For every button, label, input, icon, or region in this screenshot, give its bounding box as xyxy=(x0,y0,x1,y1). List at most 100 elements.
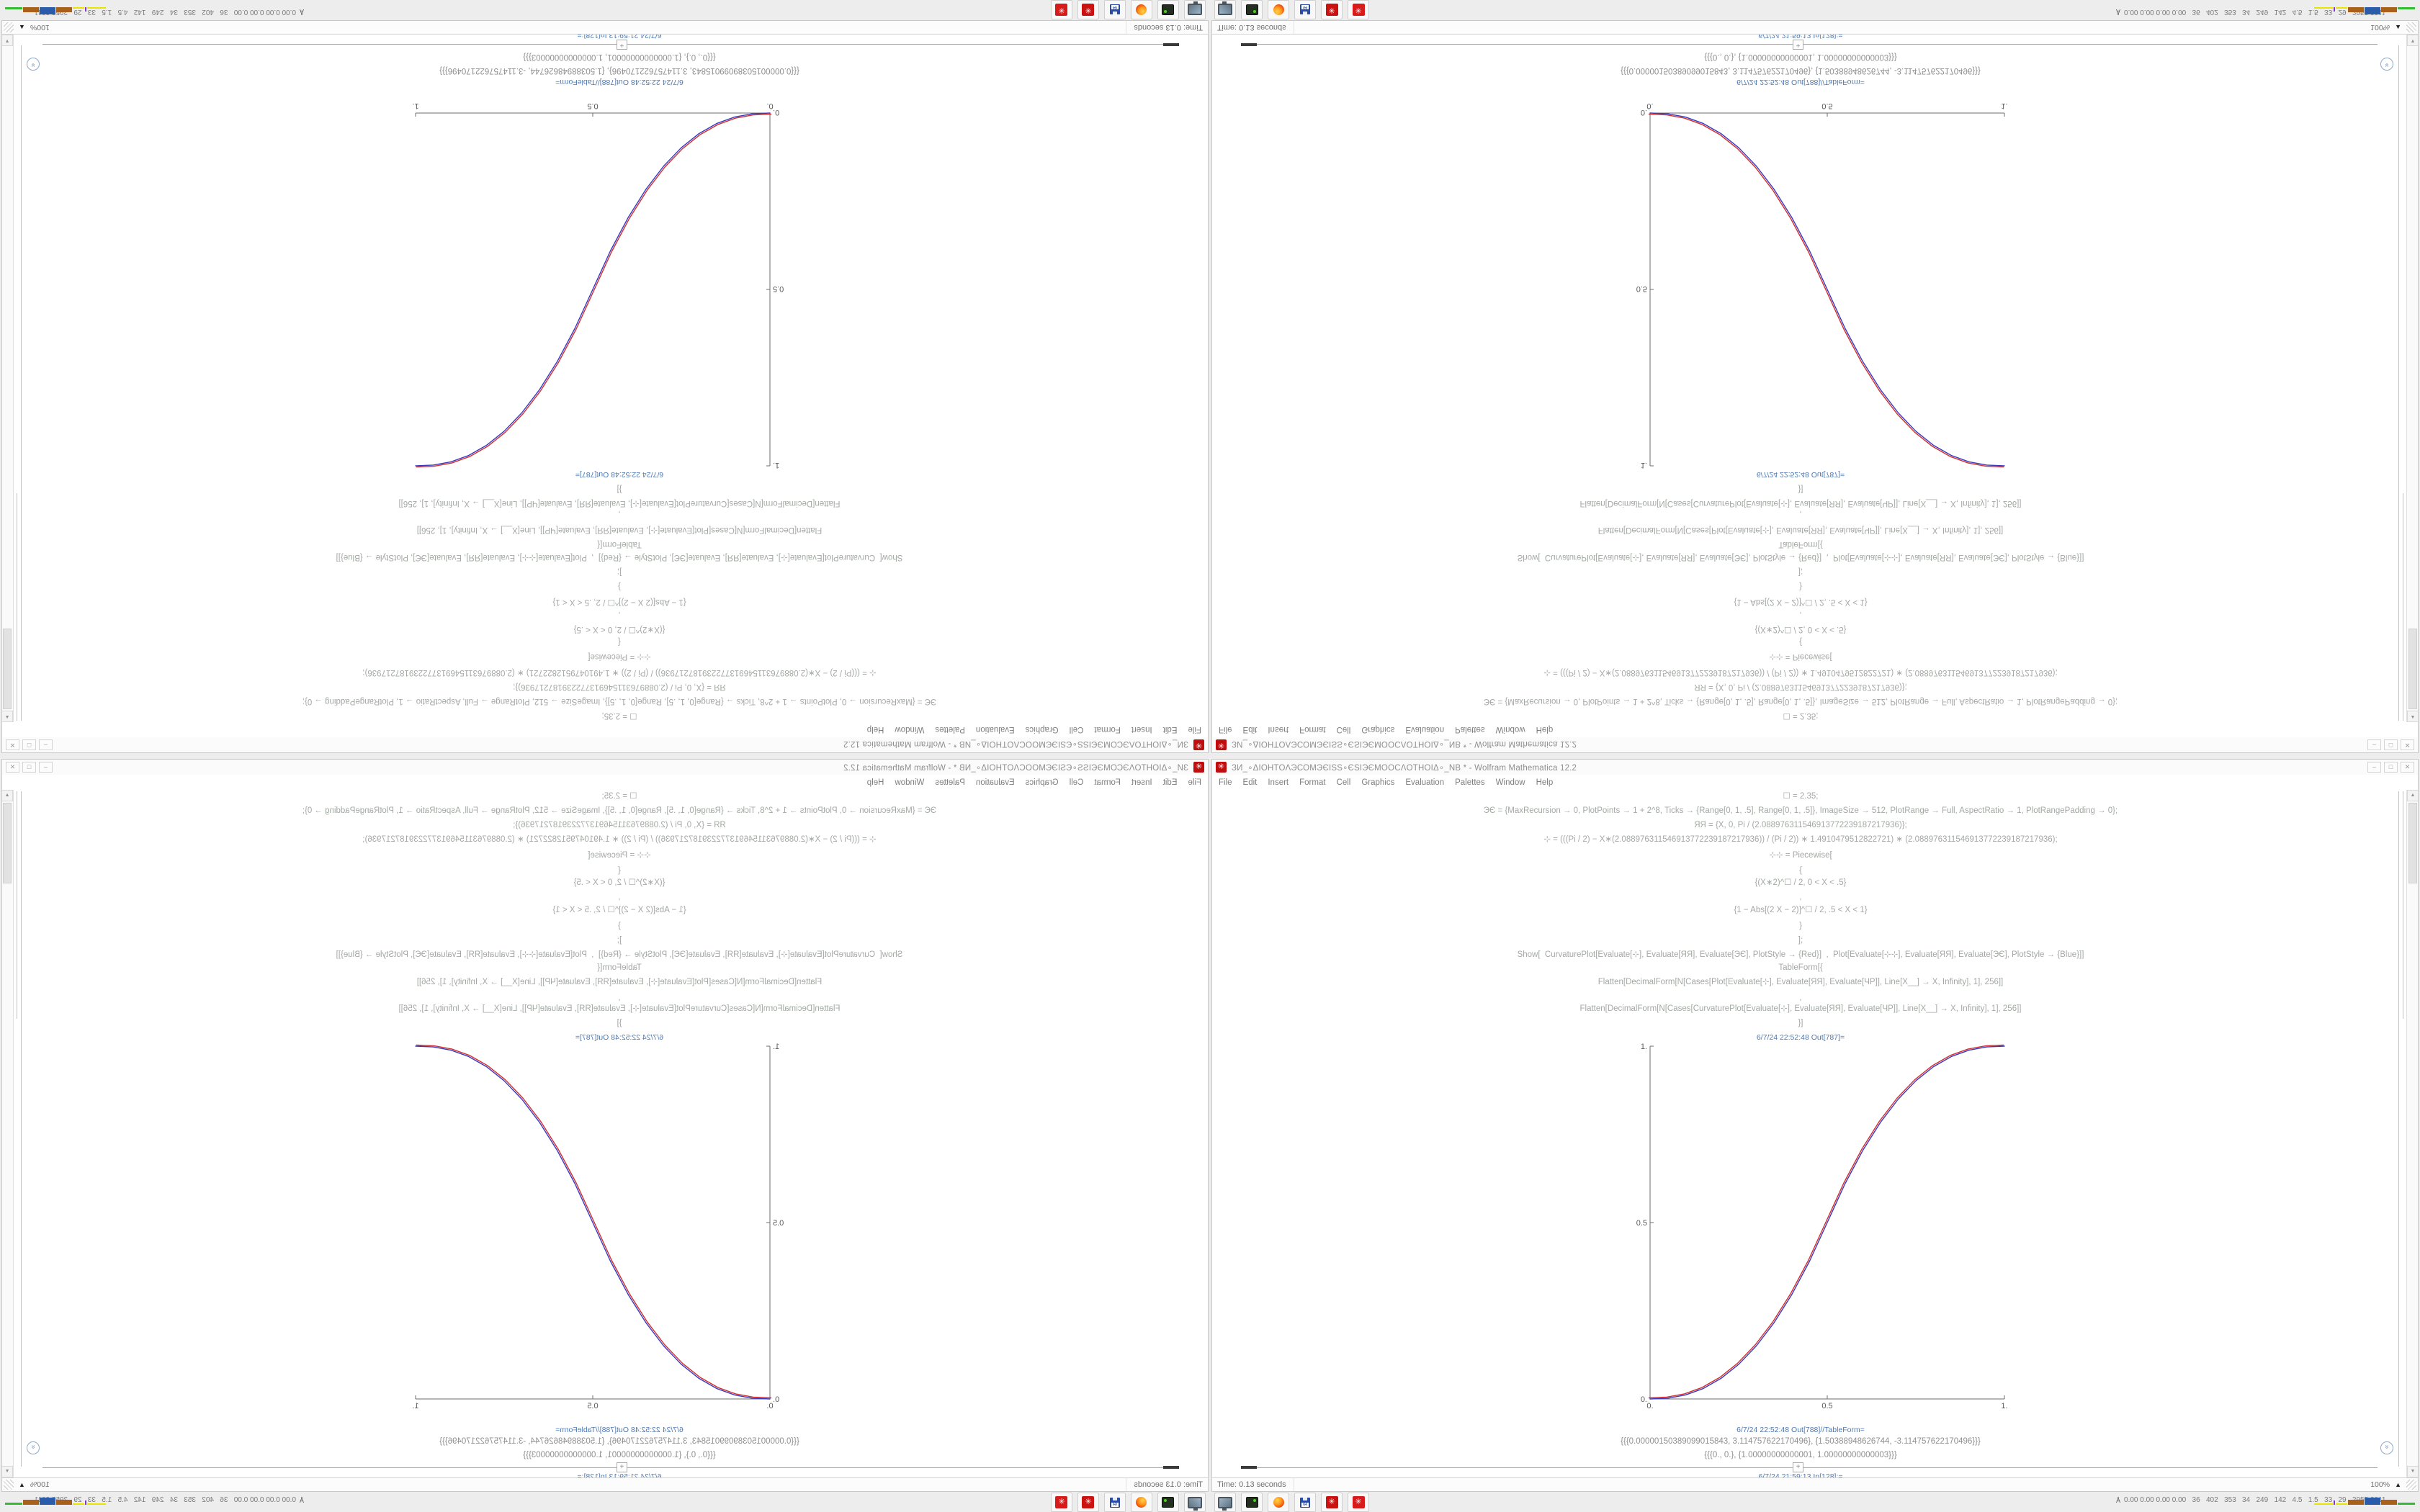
menu-insert[interactable]: Insert xyxy=(1268,725,1289,734)
firefox-icon[interactable] xyxy=(1131,0,1152,19)
code-line[interactable]: , xyxy=(618,893,621,901)
mathematica-icon[interactable]: ✳ xyxy=(1077,0,1099,19)
code-line[interactable]: , xyxy=(618,994,621,1002)
maximize-button[interactable]: □ xyxy=(22,739,36,750)
code-line[interactable]: ⊹⊹ = Piecewise[ xyxy=(588,652,651,661)
scroll-up-icon[interactable]: ▲ xyxy=(2,790,13,801)
system-monitor-icon[interactable] xyxy=(1214,1493,1236,1512)
code-line[interactable]: { xyxy=(618,866,621,875)
menu-file[interactable]: File xyxy=(1188,725,1201,734)
code-line[interactable]: Flatten[DecimalForm[N[Cases[Plot[Evaluat… xyxy=(416,978,823,986)
menu-file[interactable]: File xyxy=(1219,778,1232,787)
menu-evaluation[interactable]: Evaluation xyxy=(1405,778,1445,787)
scrollbar-thumb[interactable] xyxy=(2408,803,2417,883)
firefox-icon[interactable] xyxy=(1131,1493,1152,1512)
code-line[interactable]: {1 − Abs[(2 X − 2)]^☐ / 2, .5 < X < 1} xyxy=(1734,906,1868,914)
menu-file[interactable]: File xyxy=(1219,725,1232,734)
code-line[interactable]: Show[ CurvaturePlot[Evaluate[⊹], Evaluat… xyxy=(336,950,903,959)
window-titlebar[interactable]: ✳ ЗИ_∘ΔΙΟΗΤΟΛЭСОМЭЄΙЅЅ∘ЄЅΙЭЄМООСΛОТНОΙΔ∘… xyxy=(1212,737,2418,752)
code-line[interactable]: ЯЯ = {X, 0, Pi / (2.08897631154691377223… xyxy=(1694,683,1907,691)
code-line[interactable]: ]; xyxy=(617,567,622,576)
scroll-down-icon[interactable]: ▼ xyxy=(2407,35,2418,46)
show-more-output-button[interactable]: » xyxy=(2380,1441,2393,1454)
menu-window[interactable]: Window xyxy=(1495,778,1525,787)
code-line[interactable]: } xyxy=(1799,582,1802,590)
floppy-disk-64-icon[interactable]: 64 xyxy=(1294,1493,1316,1512)
magnification-menu-icon[interactable]: ▲ xyxy=(2395,1481,2401,1488)
menu-edit[interactable]: Edit xyxy=(1162,725,1178,734)
show-more-output-button[interactable]: » xyxy=(2380,58,2393,71)
close-button[interactable]: ✕ xyxy=(6,762,19,773)
menu-cell[interactable]: Cell xyxy=(1069,778,1084,787)
code-line[interactable]: ⊹ = (((Pi / 2) − X∗(2.088976311546913772… xyxy=(362,668,877,677)
insert-cell-plus-button[interactable]: + xyxy=(1793,40,1803,50)
mathematica-icon-2[interactable]: ✳ xyxy=(1051,1493,1072,1512)
code-line[interactable]: {1 − Abs[(2 X − 2)]^☐ / 2, .5 < X < 1} xyxy=(552,906,686,914)
menu-palettes[interactable]: Palettes xyxy=(1455,725,1485,734)
magnification-menu-icon[interactable]: ▲ xyxy=(19,24,25,31)
code-line[interactable]: ЭЄ = {MaxRecursion → 0, PlotPoints → 1 +… xyxy=(302,697,937,706)
cell-insertion-line[interactable] xyxy=(1241,1467,2378,1468)
code-line[interactable]: Flatten[DecimalForm[N[Cases[CurvaturePlo… xyxy=(1579,1004,2022,1013)
code-line[interactable]: {(X∗2)^☐ / 2, 0 < X < .5} xyxy=(573,878,666,887)
menu-help[interactable]: Help xyxy=(866,778,884,787)
menu-format[interactable]: Format xyxy=(1299,778,1326,787)
menu-evaluation[interactable]: Evaluation xyxy=(1405,725,1445,734)
in-label-128[interactable]: 6/7/24 21:59:13 In[128]:= xyxy=(1758,35,1843,40)
code-line[interactable]: Show[ CurvaturePlot[Evaluate[⊹], Evaluat… xyxy=(1517,553,2084,562)
code-line[interactable]: , xyxy=(618,611,621,619)
cell-insertion-line[interactable] xyxy=(1241,44,2378,45)
code-line[interactable]: { xyxy=(618,637,621,646)
menu-graphics[interactable]: Graphics xyxy=(1361,778,1395,787)
window-titlebar[interactable]: ✳ ЗИ_∘ΔΙΟΗΤΟΛЭСОМЭЄΙЅЅ∘ЄЅΙЭЄМООСΛОТНОΙΔ∘… xyxy=(1212,760,2418,775)
insert-cell-plus-button[interactable]: + xyxy=(1793,1462,1803,1472)
menu-insert[interactable]: Insert xyxy=(1131,778,1152,787)
vertical-scrollbar[interactable]: ▲ ▼ xyxy=(2406,790,2418,1477)
code-line[interactable]: TableForm[{ xyxy=(1778,540,1823,549)
window-titlebar[interactable]: ✳ ЗИ_∘ΔΙΟΗΤΟΛЭСОМЭЄΙЅЅ∘ЄЅΙЭЄМООСΛОТНОΙΔ∘… xyxy=(2,760,1208,775)
code-line[interactable]: {(X∗2)^☐ / 2, 0 < X < .5} xyxy=(1754,625,1847,634)
code-line[interactable]: TableForm[{ xyxy=(1778,963,1823,972)
menu-window[interactable]: Window xyxy=(895,778,925,787)
code-line[interactable]: ☐ = 2.35; xyxy=(1783,711,1819,720)
menu-palettes[interactable]: Palettes xyxy=(1455,778,1485,787)
insert-cell-plus-button[interactable]: + xyxy=(617,40,627,50)
magnification-value[interactable]: 100% xyxy=(2370,1480,2390,1489)
code-line[interactable]: Show[ CurvaturePlot[Evaluate[⊹], Evaluat… xyxy=(336,553,903,562)
code-line[interactable]: ⊹ = (((Pi / 2) − X∗(2.088976311546913772… xyxy=(1543,668,2058,677)
menu-graphics[interactable]: Graphics xyxy=(1361,725,1395,734)
menu-insert[interactable]: Insert xyxy=(1131,725,1152,734)
code-line[interactable]: ЯЯ = {X, 0, Pi / (2.08897631154691377223… xyxy=(1694,821,1907,829)
mathematica-icon[interactable]: ✳ xyxy=(1321,1493,1343,1512)
menu-graphics[interactable]: Graphics xyxy=(1025,778,1059,787)
scroll-up-icon[interactable]: ▲ xyxy=(2407,711,2418,722)
cell-group-bracket[interactable] xyxy=(2398,791,2399,1467)
cell-group-bracket[interactable] xyxy=(21,45,22,721)
menu-cell[interactable]: Cell xyxy=(1336,725,1351,734)
mathematica-icon-2[interactable]: ✳ xyxy=(1348,1493,1369,1512)
code-line[interactable]: ЭЄ = {MaxRecursion → 0, PlotPoints → 1 +… xyxy=(1483,806,2118,815)
disk-utility-icon[interactable] xyxy=(1241,0,1263,19)
menu-edit[interactable]: Edit xyxy=(1242,725,1258,734)
scrollbar-thumb[interactable] xyxy=(2408,629,2417,709)
menu-file[interactable]: File xyxy=(1188,778,1201,787)
magnification-value[interactable]: 100% xyxy=(30,23,50,32)
system-monitor-icon[interactable] xyxy=(1184,0,1206,19)
in-label-128[interactable]: 6/7/24 21:59:13 In[128]:= xyxy=(577,35,662,40)
show-more-output-button[interactable]: » xyxy=(27,1441,40,1454)
minimize-button[interactable]: – xyxy=(2367,739,2381,750)
code-line[interactable]: ☐ = 2.35; xyxy=(1783,792,1819,801)
code-line[interactable]: ЯЯ = {X, 0, Pi / (2.08897631154691377223… xyxy=(513,821,726,829)
code-line[interactable]: ]; xyxy=(1798,567,1803,576)
code-line[interactable]: ⊹ = (((Pi / 2) − X∗(2.088976311546913772… xyxy=(1543,835,2058,844)
window-resize-grip[interactable] xyxy=(2406,1480,2416,1490)
menu-format[interactable]: Format xyxy=(1094,778,1121,787)
code-line[interactable]: ☐ = 2.35; xyxy=(601,711,637,720)
menu-insert[interactable]: Insert xyxy=(1268,778,1289,787)
code-line[interactable]: ЭЄ = {MaxRecursion → 0, PlotPoints → 1 +… xyxy=(1483,697,2118,706)
disk-utility-icon[interactable] xyxy=(1157,1493,1179,1512)
code-line[interactable]: ⊹⊹ = Piecewise[ xyxy=(1769,652,1832,661)
system-monitor-icon[interactable] xyxy=(1184,1493,1206,1512)
disk-utility-icon[interactable] xyxy=(1157,0,1179,19)
scrollbar-thumb[interactable] xyxy=(3,803,12,883)
